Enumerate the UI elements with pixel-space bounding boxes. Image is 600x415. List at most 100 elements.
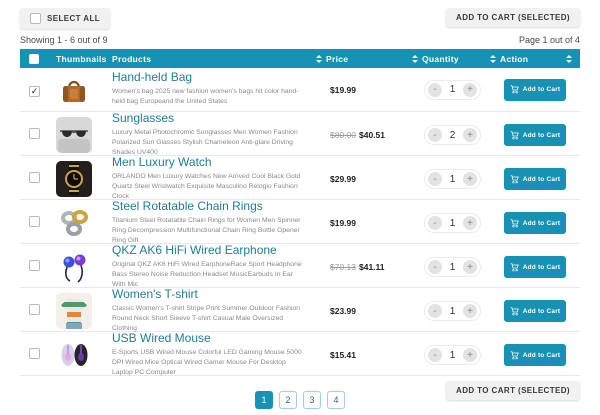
row-action-cell: Add to Cart xyxy=(490,124,580,147)
select-all-button[interactable]: SELECT ALL xyxy=(20,8,111,29)
quantity-increase-button[interactable]: + xyxy=(463,172,477,187)
row-checkbox[interactable] xyxy=(29,128,40,140)
product-thumbnail xyxy=(56,161,92,197)
column-header-price[interactable]: Price xyxy=(316,54,412,64)
price-old: $70.13 xyxy=(330,262,356,273)
row-checkbox[interactable] xyxy=(29,304,40,316)
add-to-cart-button[interactable]: Add to Cart xyxy=(504,78,566,101)
row-quantity-cell: - 1 + xyxy=(412,301,490,322)
quantity-decrease-button[interactable]: - xyxy=(428,172,442,187)
row-product-cell: Men Luxury Watch ORLANDO Men Luxury Watc… xyxy=(112,155,316,202)
row-product-cell: Steel Rotatable Chain Rings Titanium Ste… xyxy=(112,199,316,246)
pagination-page-2[interactable]: 2 xyxy=(279,391,297,409)
add-to-cart-button[interactable]: Add to Cart xyxy=(504,344,566,367)
sort-caret-icon xyxy=(316,54,322,63)
row-thumbnail-cell xyxy=(56,161,112,197)
row-checkbox[interactable] xyxy=(29,216,40,228)
thumbnail-icon xyxy=(56,337,92,373)
row-price-cell: $19.99 xyxy=(316,85,412,95)
row-checkbox[interactable] xyxy=(29,260,40,272)
row-thumbnail-cell xyxy=(56,117,112,153)
quantity-value: 1 xyxy=(449,349,456,361)
row-quantity-cell: - 1 + xyxy=(412,79,490,100)
select-all-checkbox[interactable] xyxy=(30,13,41,24)
row-price-cell: $80.00 $40.51 xyxy=(316,130,412,140)
add-to-cart-button[interactable]: Add to Cart xyxy=(504,300,566,323)
quantity-increase-button[interactable]: + xyxy=(463,260,477,275)
row-checkbox[interactable] xyxy=(29,85,40,97)
product-title-link[interactable]: USB Wired Mouse xyxy=(112,331,211,345)
column-header-thumbnails: Thumbnails xyxy=(56,53,107,64)
row-thumbnail-cell xyxy=(56,249,112,285)
quantity-decrease-button[interactable]: - xyxy=(428,128,442,143)
quantity-decrease-button[interactable]: - xyxy=(428,304,442,319)
thumbnail-icon xyxy=(56,72,92,108)
row-quantity-cell: - 1 + xyxy=(412,169,490,190)
add-to-cart-button[interactable]: Add to Cart xyxy=(504,212,566,235)
add-to-cart-label: Add to Cart xyxy=(522,175,561,183)
product-description: E-Sports USB Wired Mouse Colorful LED Ga… xyxy=(112,348,302,377)
column-header-products[interactable]: Products xyxy=(112,53,152,64)
header-checkbox-cell xyxy=(20,53,56,64)
quantity-decrease-button[interactable]: - xyxy=(428,348,442,363)
quantity-increase-button[interactable]: + xyxy=(463,304,477,319)
row-checkbox[interactable] xyxy=(29,348,40,360)
pagination-page-4[interactable]: 4 xyxy=(327,391,345,409)
row-action-cell: Add to Cart xyxy=(490,256,580,279)
header-select-all-checkbox[interactable] xyxy=(29,53,39,64)
quantity-value: 1 xyxy=(449,305,456,317)
thumbnail-icon xyxy=(56,293,92,329)
column-header-quantity[interactable]: Quantity xyxy=(412,54,490,64)
add-to-cart-selected-button-top[interactable]: ADD TO CART (SELECTED) xyxy=(446,8,580,27)
add-to-cart-button[interactable]: Add to Cart xyxy=(504,168,566,191)
quantity-value: 1 xyxy=(449,173,456,185)
product-title-link[interactable]: Men Luxury Watch xyxy=(112,155,212,169)
quantity-decrease-button[interactable]: - xyxy=(428,260,442,275)
quantity-increase-button[interactable]: + xyxy=(463,348,477,363)
product-title-link[interactable]: QKZ AK6 HiFi Wired Earphone xyxy=(112,243,277,257)
product-title-link[interactable]: Women's T-shirt xyxy=(112,287,198,301)
quantity-increase-button[interactable]: + xyxy=(463,216,477,231)
row-checkbox-cell xyxy=(20,214,56,232)
add-to-cart-button[interactable]: Add to Cart xyxy=(504,124,566,147)
row-action-cell: Add to Cart xyxy=(490,78,580,101)
row-checkbox-cell xyxy=(20,81,56,99)
add-to-cart-button[interactable]: Add to Cart xyxy=(504,256,566,279)
add-to-cart-label: Add to Cart xyxy=(522,131,561,139)
quantity-increase-button[interactable]: + xyxy=(463,82,477,97)
row-checkbox-cell xyxy=(20,302,56,320)
pagination-page-1[interactable]: 1 xyxy=(255,391,273,409)
quantity-stepper: - 1 + xyxy=(424,213,481,234)
cart-icon xyxy=(510,219,519,228)
product-thumbnail xyxy=(56,205,92,241)
quantity-decrease-button[interactable]: - xyxy=(428,82,442,97)
quantity-stepper: - 1 + xyxy=(424,169,481,190)
price-current: $29.99 xyxy=(330,174,356,185)
product-title-link[interactable]: Sunglasses xyxy=(112,111,175,125)
pagination-page-3[interactable]: 3 xyxy=(303,391,321,409)
row-action-cell: Add to Cart xyxy=(490,168,580,191)
add-to-cart-selected-button-bottom[interactable]: ADD TO CART (SELECTED) xyxy=(446,381,580,400)
row-checkbox[interactable] xyxy=(29,172,40,184)
row-quantity-cell: - 1 + xyxy=(412,213,490,234)
quantity-increase-button[interactable]: + xyxy=(463,128,477,143)
product-title-link[interactable]: Hand-held Bag xyxy=(112,70,193,85)
row-product-cell: Women's T-shirt Classic Women's T-shirt … xyxy=(112,287,316,334)
price-current: $19.99 xyxy=(330,84,356,95)
product-title-link[interactable]: Steel Rotatable Chain Rings xyxy=(112,199,263,213)
cart-icon xyxy=(510,131,519,140)
quantity-decrease-button[interactable]: - xyxy=(428,216,442,231)
column-header-action[interactable]: Action xyxy=(490,54,580,64)
row-thumbnail-cell xyxy=(56,205,112,241)
cart-icon xyxy=(510,175,519,184)
row-product-cell: QKZ AK6 HiFi Wired Earphone Original QKZ… xyxy=(112,243,316,290)
product-thumbnail xyxy=(56,293,92,329)
quantity-value: 2 xyxy=(449,129,456,141)
cart-icon xyxy=(510,263,519,272)
price-current: $23.99 xyxy=(330,306,356,317)
price-current: $40.51 xyxy=(359,130,385,141)
sort-caret-icon xyxy=(412,54,418,63)
sort-caret-icon xyxy=(566,54,572,63)
page-indicator: Page 1 out of 4 xyxy=(518,35,580,45)
